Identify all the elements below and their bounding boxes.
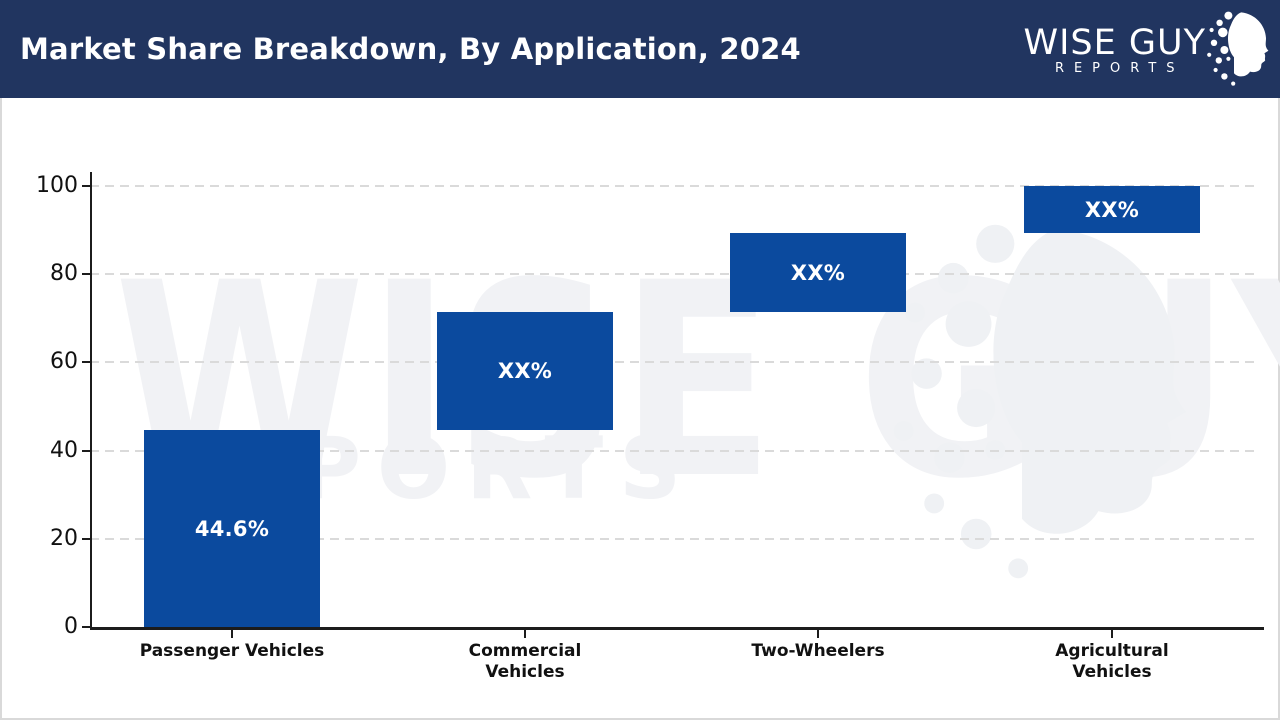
watermark-subtitle: PORTS — [298, 419, 698, 519]
bar-value-label-2: XX% — [497, 359, 553, 384]
watermark-head-icon — [893, 224, 1187, 579]
page-title: Market Share Breakdown, By Application, … — [20, 32, 801, 66]
y-axis-tick-20 — [82, 537, 90, 540]
bar-value-label-1: 44.6% — [194, 516, 270, 541]
logo-wordmark: WISE GUY — [1023, 23, 1206, 64]
x-category-label-3: Two-Wheelers — [751, 641, 885, 661]
bar-value-label-3: XX% — [790, 260, 846, 285]
y-tick-label-40: 40 — [50, 437, 78, 463]
y-axis-tick-0 — [82, 626, 90, 628]
gridline-100 — [90, 185, 1257, 187]
x-axis-tick-2 — [524, 630, 526, 638]
bar-1: 44.6% — [144, 430, 320, 627]
wiseguy-logo: WISE GUY REPORTS — [1023, 4, 1276, 96]
y-axis-tick-60 — [82, 361, 90, 364]
header: Market Share Breakdown, By Application, … — [0, 0, 1280, 98]
x-category-label-1: Passenger Vehicles — [139, 641, 325, 661]
y-tick-label-60: 60 — [50, 349, 78, 375]
wiseguy-logo-head-icon — [1207, 11, 1269, 86]
y-axis-tick-100 — [82, 185, 90, 187]
y-tick-label-80: 80 — [50, 261, 78, 287]
gridline-20 — [90, 537, 1257, 540]
bar-4: XX% — [1024, 186, 1200, 234]
logo-subtitle: REPORTS — [1054, 60, 1185, 76]
bar-value-label-4: XX% — [1084, 197, 1140, 222]
y-tick-label-100: 100 — [36, 173, 78, 198]
gridline-60 — [90, 361, 1257, 364]
y-axis-line — [90, 172, 92, 630]
x-axis-tick-3 — [817, 630, 819, 638]
y-tick-label-20: 20 — [50, 525, 78, 551]
gridline-80 — [90, 273, 1257, 276]
plot-area: 0 20 40 60 80 100 44.6% Passenger Vehicles XX% Co… — [2, 98, 1280, 720]
x-category-label-4: Agricultural Vehicles — [1055, 641, 1169, 682]
bar-2: XX% — [437, 312, 613, 431]
x-axis-tick-4 — [1111, 630, 1113, 638]
y-axis-tick-80 — [82, 273, 90, 276]
wiseguy-logo-text: WISE GUY REPORTS — [1023, 24, 1206, 76]
chart-canvas: WISE GUY PORTS 0 20 40 60 80 100 44.6% Passenge… — [0, 98, 1280, 720]
y-axis-tick-40 — [82, 449, 90, 452]
x-axis-line — [90, 627, 1264, 630]
x-category-label-2: Commercial Vehicles — [468, 641, 582, 682]
y-tick-label-0: 0 — [64, 614, 78, 639]
x-axis-tick-1 — [231, 630, 233, 638]
bar-3: XX% — [730, 233, 906, 313]
gridline-40 — [90, 449, 1257, 452]
